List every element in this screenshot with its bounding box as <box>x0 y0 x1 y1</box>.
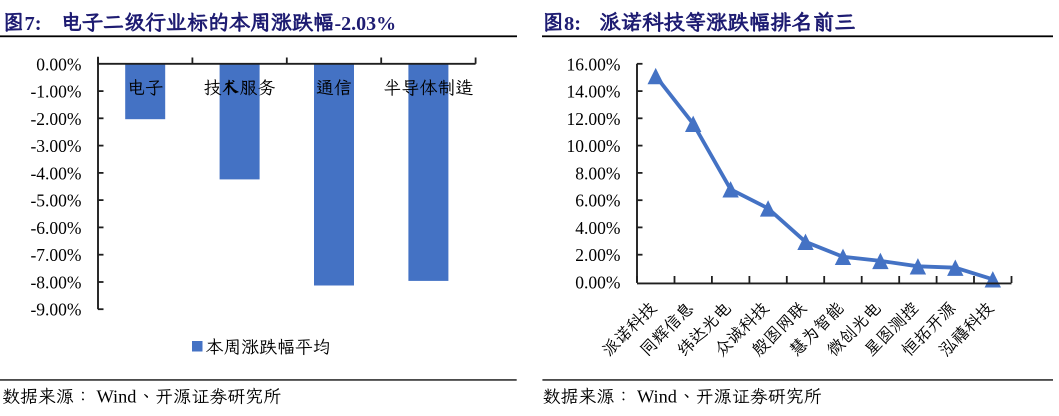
svg-text:-2.00%: -2.00% <box>30 109 81 129</box>
svg-text:Wind: Wind <box>637 387 677 407</box>
svg-text:Wind: Wind <box>97 387 137 407</box>
svg-text:-7.00%: -7.00% <box>30 245 81 265</box>
svg-text:6.00%: 6.00% <box>575 191 620 211</box>
svg-text:-4.00%: -4.00% <box>30 163 81 183</box>
svg-text:2.00%: 2.00% <box>575 245 620 265</box>
svg-text:-3.00%: -3.00% <box>30 136 81 156</box>
svg-text:-1.00%: -1.00% <box>30 82 81 102</box>
svg-text:8.00%: 8.00% <box>575 163 620 183</box>
svg-text:-8.00%: -8.00% <box>30 273 81 293</box>
svg-text:14.00%: 14.00% <box>567 82 621 102</box>
svg-text:10.00%: 10.00% <box>567 136 621 156</box>
svg-text:-6.00%: -6.00% <box>30 218 81 238</box>
svg-text:-2.03%: -2.03% <box>335 13 397 35</box>
svg-text:12.00%: 12.00% <box>567 109 621 129</box>
svg-text:0.00%: 0.00% <box>575 273 620 293</box>
svg-text:0.00%: 0.00% <box>36 54 81 74</box>
svg-text:8:: 8: <box>564 13 581 35</box>
svg-text:-9.00%: -9.00% <box>30 300 81 320</box>
svg-text:4.00%: 4.00% <box>575 218 620 238</box>
svg-text:-5.00%: -5.00% <box>30 191 81 211</box>
svg-text:7:: 7: <box>25 13 42 35</box>
svg-text:16.00%: 16.00% <box>567 54 621 74</box>
